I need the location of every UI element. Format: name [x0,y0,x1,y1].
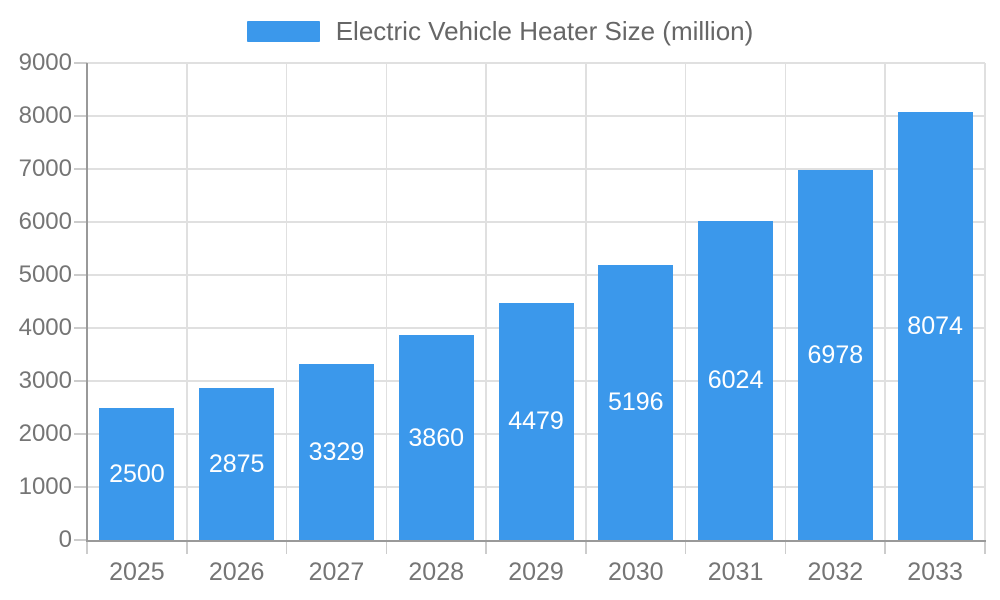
y-axis-tick [74,274,87,276]
bar[interactable] [598,264,674,540]
bar[interactable] [298,363,374,540]
grid-line-vertical [784,63,787,540]
y-axis-label: 7000 [18,155,72,182]
y-axis-label: 0 [58,526,72,553]
y-axis-tick [74,115,87,117]
bar[interactable] [99,407,175,540]
x-axis-tick [884,542,886,554]
y-axis-label: 4000 [18,314,72,341]
grid-line-horizontal [87,62,985,64]
grid-line-horizontal [87,115,985,117]
grid-line-vertical [684,63,687,540]
grid-line-horizontal [87,274,985,276]
grid-line-vertical [984,63,986,540]
y-axis-tick [74,62,87,64]
x-axis-tick [485,542,487,554]
x-axis-tick [984,542,986,554]
x-axis-tick [784,542,787,554]
bar[interactable] [199,387,275,540]
y-axis-tick [74,539,87,541]
plot-area: 0 1000 2000 3000 4000 5000 6000 7000 8000 9000 250… [19,49,986,586]
bar[interactable] [797,170,873,540]
x-axis-label: 2025 [109,558,165,586]
x-axis-tick [186,542,188,554]
x-axis-label: 2031 [707,558,764,586]
legend[interactable]: Electric Vehicle Heater Size (million) [0,16,1000,46]
y-axis-label: 2000 [18,420,72,447]
x-axis-label: 2028 [408,558,465,586]
x-axis-label: 2029 [508,558,564,586]
y-axis-tick [74,327,87,329]
grid-line-horizontal [87,221,985,223]
legend-swatch-icon [246,20,320,42]
x-axis-tick [285,542,288,554]
x-axis-label: 2030 [607,558,664,586]
grid-line-vertical [884,63,886,540]
y-axis-label: 6000 [18,208,72,235]
x-axis-tick [385,542,388,554]
x-axis-tick [86,542,88,554]
y-axis-label: 8000 [18,102,72,129]
bar[interactable] [897,112,973,540]
y-axis-line [86,63,88,542]
y-axis-label: 1000 [18,473,72,500]
x-axis-label: 2027 [308,558,365,586]
x-axis-tick [585,542,587,554]
x-axis-label: 2032 [807,558,864,586]
y-axis-tick [74,380,87,382]
y-axis-tick [74,433,87,435]
bar[interactable] [698,220,774,540]
grid-line-horizontal [87,168,985,170]
legend-label: Electric Vehicle Heater Size (million) [335,16,754,46]
grid-line-vertical [585,63,587,540]
y-axis-label: 3000 [18,367,72,394]
grid-line-vertical [485,63,487,540]
y-axis-tick [74,221,87,223]
x-axis-label: 2026 [208,558,265,586]
grid-line-vertical [285,63,288,540]
bar[interactable] [398,335,474,540]
x-axis-label: 2033 [907,558,963,586]
grid-line-vertical [186,63,188,540]
y-axis-tick [74,168,87,170]
x-axis-line [86,540,986,542]
grid-line-vertical [385,63,388,540]
x-axis-tick [684,542,687,554]
y-axis-label: 9000 [18,49,72,76]
y-axis-tick [74,486,87,488]
bar[interactable] [498,302,574,540]
y-axis-label: 5000 [18,261,72,288]
